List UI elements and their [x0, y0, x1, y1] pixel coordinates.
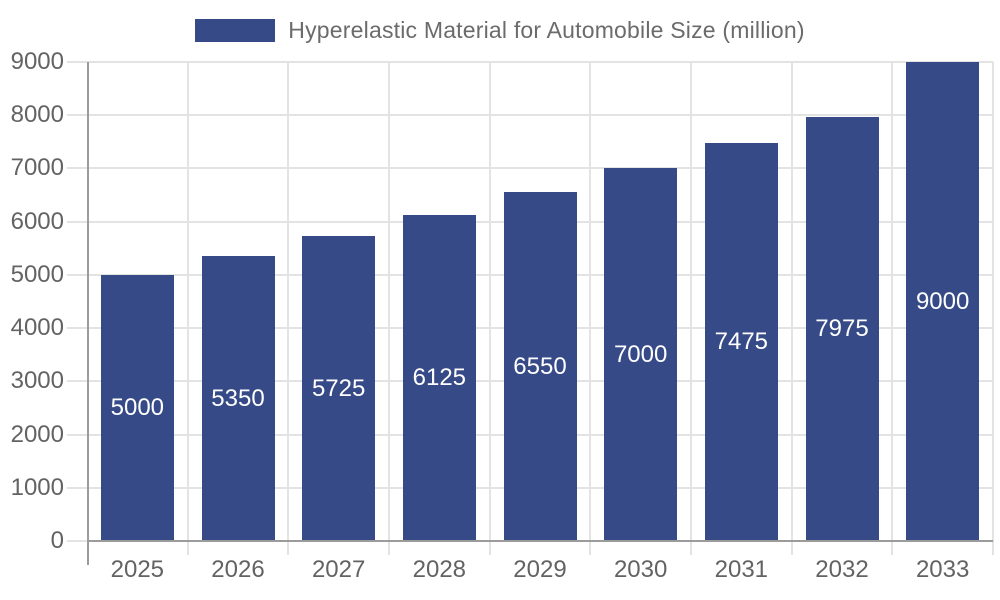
x-axis-tick-label: 2027	[311, 556, 366, 583]
y-axis-tick	[67, 486, 87, 489]
bar: 6550	[503, 192, 577, 541]
gridline-horizontal	[87, 167, 993, 170]
gridline-horizontal	[87, 61, 993, 63]
gridline-horizontal	[87, 114, 993, 117]
y-axis-tick	[67, 61, 87, 63]
gridline-vertical	[690, 62, 692, 555]
bar-value-label: 7475	[714, 328, 769, 356]
x-axis-tick-label: 2029	[513, 556, 567, 583]
gridline-vertical	[589, 62, 592, 555]
x-axis-tick-label: 2025	[110, 556, 165, 583]
bar-value-label: 5725	[311, 374, 366, 402]
bar-value-label: 9000	[915, 287, 970, 315]
x-axis-tick-label: 2032	[815, 556, 869, 583]
bar-value-label: 6550	[513, 352, 567, 380]
y-axis-tick	[67, 433, 87, 436]
legend-swatch	[195, 19, 276, 42]
bar-value-label: 5350	[211, 384, 265, 412]
y-axis-tick	[67, 327, 87, 330]
bar: 5350	[201, 256, 275, 541]
bar: 6125	[402, 215, 476, 541]
y-axis-tick-label: 1000	[10, 473, 64, 501]
bar: 7000	[604, 168, 678, 541]
gridline-vertical	[287, 62, 290, 555]
y-axis-tick	[67, 273, 87, 276]
x-axis-tick-label: 2033	[915, 556, 970, 583]
x-axis-tick-label: 2028	[412, 556, 467, 583]
bar-value-label: 7975	[815, 314, 869, 342]
gridline-vertical	[388, 62, 390, 555]
x-axis-tick-label: 2030	[613, 556, 668, 583]
bar-value-label: 6125	[412, 363, 467, 391]
y-axis-tick-label: 3000	[10, 367, 64, 395]
legend-label: Hyperelastic Material for Automobile Siz…	[288, 17, 805, 43]
gridline-vertical	[790, 62, 793, 555]
y-axis-tick-label: 4000	[10, 314, 64, 342]
legend: Hyperelastic Material for Automobile Siz…	[0, 17, 1000, 44]
y-axis-tick	[67, 540, 87, 542]
bar: 7475	[704, 143, 778, 541]
y-axis-tick	[67, 114, 87, 117]
bar: 5000	[100, 274, 174, 541]
gridline-vertical	[891, 62, 894, 555]
y-axis-tick-label: 7000	[10, 154, 64, 182]
bar-value-label: 5000	[110, 393, 165, 421]
y-axis-tick	[67, 167, 87, 170]
y-axis-tick-label: 5000	[10, 260, 64, 288]
y-axis-tick-label: 9000	[10, 48, 64, 75]
bar: 5725	[302, 236, 376, 541]
y-axis-line	[87, 62, 89, 565]
gridline-vertical	[992, 62, 994, 555]
bar: 7975	[805, 116, 879, 541]
y-axis-tick-label: 8000	[10, 101, 64, 129]
gridline-vertical	[186, 62, 189, 555]
gridline-vertical	[488, 62, 491, 555]
y-axis-tick-label: 6000	[10, 207, 64, 235]
x-axis-line	[87, 540, 993, 542]
plot-area: 5000 5350 5725 6125 6550 7000 7475 7975 9000	[87, 61, 994, 555]
y-axis-tick-label: 0	[50, 527, 64, 554]
y-axis-tick	[67, 220, 87, 223]
bar-value-label: 7000	[613, 340, 668, 368]
y-axis-tick-label: 2000	[10, 420, 64, 448]
x-axis-tick-label: 2031	[714, 556, 769, 583]
bar: 9000	[906, 62, 980, 541]
y-axis-tick	[67, 380, 87, 383]
x-axis-tick-label: 2026	[211, 556, 265, 583]
